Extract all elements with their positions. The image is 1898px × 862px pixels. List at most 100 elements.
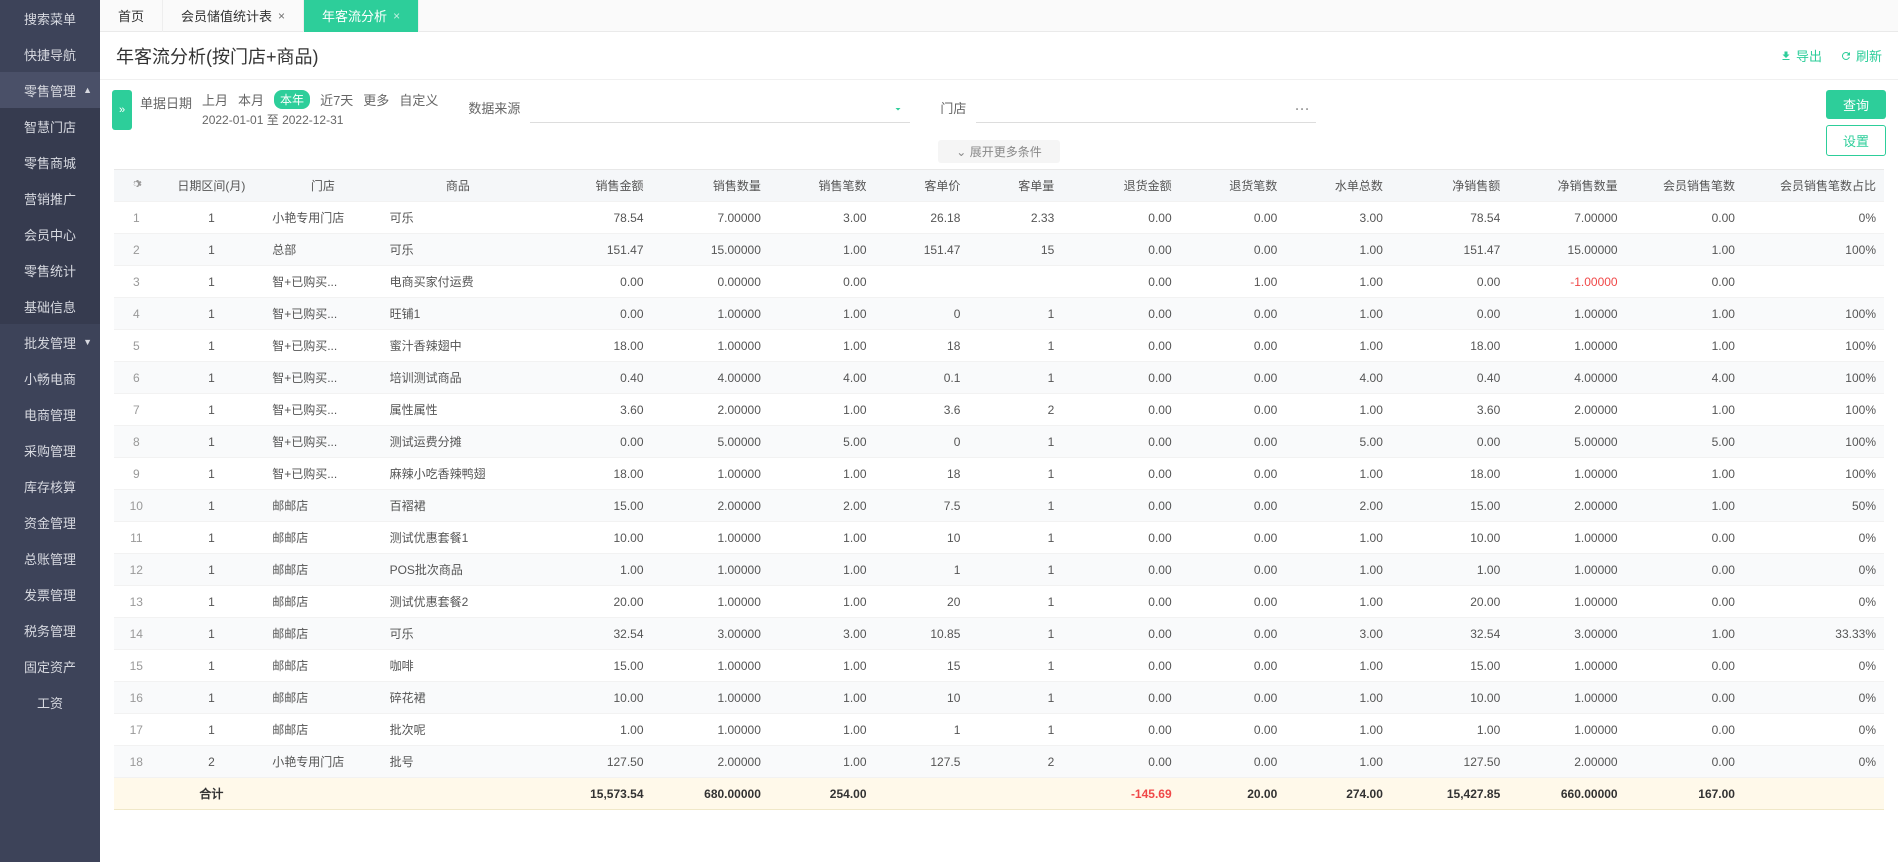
sidebar-item-4[interactable]: 零售商城 [0, 144, 100, 180]
col-header-sale_cnt[interactable]: 销售笔数 [769, 170, 875, 202]
sidebar-item-3[interactable]: 智慧门店 [0, 108, 100, 144]
table-row[interactable]: 41智+已购买...旺铺10.001.000001.00010.000.001.… [114, 298, 1884, 330]
table-wrap[interactable]: 日期区间(月)门店商品销售金额销售数量销售笔数客单价客单量退货金额退货笔数水单总… [100, 169, 1898, 862]
arrow-icon: ▲ [83, 85, 92, 95]
col-header-idx[interactable] [114, 170, 159, 202]
table-row[interactable]: 51智+已购买...蜜汁香辣翅中18.001.000001.001810.000… [114, 330, 1884, 362]
cell-sale_qty: 2.00000 [652, 490, 769, 522]
sidebar-item-14[interactable]: 资金管理 [0, 504, 100, 540]
query-button[interactable]: 查询 [1826, 90, 1886, 119]
collapse-filter-button[interactable]: » [112, 90, 132, 130]
col-header-return_amt[interactable]: 退货金额 [1062, 170, 1179, 202]
sidebar-item-12[interactable]: 采购管理 [0, 432, 100, 468]
cell-return_cnt: 0.00 [1180, 554, 1286, 586]
export-button[interactable]: 导出 [1780, 46, 1822, 65]
col-header-water_cnt[interactable]: 水单总数 [1285, 170, 1391, 202]
table-row[interactable]: 121邮邮店POS批次商品1.001.000001.00110.000.001.… [114, 554, 1884, 586]
cell-sale_amt: 0.40 [534, 362, 651, 394]
sidebar-item-8[interactable]: 基础信息 [0, 288, 100, 324]
cell-mem_cnt: 1.00 [1626, 490, 1743, 522]
sidebar-item-11[interactable]: 电商管理 [0, 396, 100, 432]
col-header-sale_amt[interactable]: 销售金额 [534, 170, 651, 202]
table-row[interactable]: 161邮邮店碎花裙10.001.000001.001010.000.001.00… [114, 682, 1884, 714]
col-header-product[interactable]: 商品 [382, 170, 535, 202]
col-header-month[interactable]: 日期区间(月) [159, 170, 265, 202]
tabs-bar: 首页会员储值统计表×年客流分析× [100, 0, 1898, 32]
table-row[interactable]: 171邮邮店批次呢1.001.000001.00110.000.001.001.… [114, 714, 1884, 746]
expand-more-button[interactable]: ⌄ 展开更多条件 [938, 140, 1059, 163]
sidebar-item-17[interactable]: 税务管理 [0, 612, 100, 648]
close-icon[interactable]: × [393, 9, 400, 23]
sidebar-item-1[interactable]: 快捷导航 [0, 36, 100, 72]
sidebar-item-10[interactable]: 小畅电商 [0, 360, 100, 396]
table-row[interactable]: 91智+已购买...麻辣小吃香辣鸭翅18.001.000001.001810.0… [114, 458, 1884, 490]
sidebar-item-18[interactable]: 固定资产 [0, 648, 100, 684]
table-row[interactable]: 101邮邮店百褶裙15.002.000002.007.510.000.002.0… [114, 490, 1884, 522]
sidebar-item-16[interactable]: 发票管理 [0, 576, 100, 612]
col-header-net_amt[interactable]: 净销售额 [1391, 170, 1508, 202]
sidebar-item-6[interactable]: 会员中心 [0, 216, 100, 252]
sidebar-item-9[interactable]: 批发管理▼ [0, 324, 100, 360]
table-row[interactable]: 21总部可乐151.4715.000001.00151.47150.000.00… [114, 234, 1884, 266]
export-label: 导出 [1796, 46, 1822, 65]
tab-2[interactable]: 年客流分析× [304, 0, 419, 32]
sidebar-item-19[interactable]: 工资 [0, 684, 100, 720]
cell-unit_qty: 1 [968, 490, 1062, 522]
cell-sale_amt: 0.00 [534, 298, 651, 330]
close-icon[interactable]: × [278, 9, 285, 23]
sidebar-item-5[interactable]: 营销推广 [0, 180, 100, 216]
table-row[interactable]: 31智+已购买...电商买家付运费0.000.000000.000.001.00… [114, 266, 1884, 298]
table-row[interactable]: 71智+已购买...属性属性3.602.000001.003.620.000.0… [114, 394, 1884, 426]
settings-button[interactable]: 设置 [1826, 125, 1886, 156]
cell-water_cnt: 1.00 [1285, 682, 1391, 714]
tab-0[interactable]: 首页 [100, 0, 163, 32]
cell-sale_cnt: 1.00 [769, 458, 875, 490]
cell-mem_pct: 100% [1743, 234, 1884, 266]
table-row[interactable]: 151邮邮店咖啡15.001.000001.001510.000.001.001… [114, 650, 1884, 682]
date-option[interactable]: 自定义 [399, 90, 438, 109]
sidebar-item-13[interactable]: 库存核算 [0, 468, 100, 504]
sidebar-item-15[interactable]: 总账管理 [0, 540, 100, 576]
cell-idx: 6 [114, 362, 159, 394]
date-option[interactable]: 近7天 [320, 90, 353, 109]
col-header-mem_pct[interactable]: 会员销售笔数占比 [1743, 170, 1884, 202]
cell-net_qty: 5.00000 [1508, 426, 1625, 458]
source-select[interactable] [530, 95, 910, 123]
store-select[interactable]: ··· [976, 95, 1316, 123]
col-header-store[interactable]: 门店 [264, 170, 381, 202]
sidebar-item-0[interactable]: 搜索菜单 [0, 0, 100, 36]
cell-month: 1 [159, 650, 265, 682]
table-row[interactable]: 131邮邮店测试优惠套餐220.001.000001.002010.000.00… [114, 586, 1884, 618]
cell-unit_qty [968, 266, 1062, 298]
sidebar-item-2[interactable]: 零售管理▲ [0, 72, 100, 108]
col-header-net_qty[interactable]: 净销售数量 [1508, 170, 1625, 202]
col-header-return_cnt[interactable]: 退货笔数 [1180, 170, 1286, 202]
date-option[interactable]: 更多 [363, 90, 389, 109]
col-header-mem_cnt[interactable]: 会员销售笔数 [1626, 170, 1743, 202]
table-row[interactable]: 111邮邮店测试优惠套餐110.001.000001.001010.000.00… [114, 522, 1884, 554]
table-row[interactable]: 61智+已购买...培训测试商品0.404.000004.000.110.000… [114, 362, 1884, 394]
table-row[interactable]: 11小艳专用门店可乐78.547.000003.0026.182.330.000… [114, 202, 1884, 234]
sidebar-item-7[interactable]: 零售统计 [0, 252, 100, 288]
col-header-unit_qty[interactable]: 客单量 [968, 170, 1062, 202]
date-option[interactable]: 本月 [238, 90, 264, 109]
cell-unit_qty: 1 [968, 426, 1062, 458]
cell-unit_price: 1 [875, 714, 969, 746]
date-option[interactable]: 本年 [274, 90, 310, 109]
col-header-sale_qty[interactable]: 销售数量 [652, 170, 769, 202]
table-row[interactable]: 182小艳专用门店批号127.502.000001.00127.520.000.… [114, 746, 1884, 778]
cell-product: 可乐 [382, 234, 535, 266]
footer-cell-return_cnt: 20.00 [1180, 778, 1286, 810]
refresh-button[interactable]: 刷新 [1840, 46, 1882, 65]
footer-cell-sale_amt: 15,573.54 [534, 778, 651, 810]
tab-1[interactable]: 会员储值统计表× [163, 0, 304, 32]
cell-sale_cnt: 1.00 [769, 522, 875, 554]
cell-idx: 10 [114, 490, 159, 522]
table-row[interactable]: 141邮邮店可乐32.543.000003.0010.8510.000.003.… [114, 618, 1884, 650]
date-option[interactable]: 上月 [202, 90, 228, 109]
cell-net_amt: 18.00 [1391, 330, 1508, 362]
cell-product: 测试优惠套餐2 [382, 586, 535, 618]
col-header-unit_price[interactable]: 客单价 [875, 170, 969, 202]
cell-store: 小艳专用门店 [264, 202, 381, 234]
table-row[interactable]: 81智+已购买...测试运费分摊0.005.000005.00010.000.0… [114, 426, 1884, 458]
